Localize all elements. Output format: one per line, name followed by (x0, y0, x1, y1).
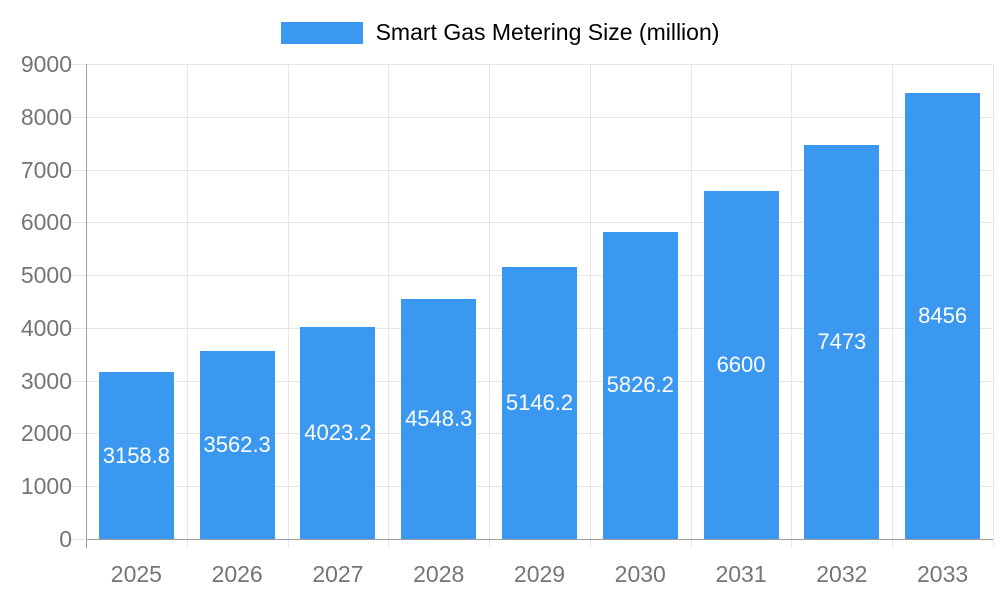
y-axis-tick-label: 7000 (20, 156, 72, 183)
bar-2026[interactable]: 3562.3 (199, 350, 275, 539)
y-axis-tick (68, 222, 86, 224)
bar-value-label: 5826.2 (606, 372, 674, 398)
x-axis-tick (892, 539, 894, 548)
y-axis-tick (68, 486, 86, 488)
x-axis-line (86, 539, 993, 540)
x-axis-tick (489, 539, 491, 548)
gridline-vertical (993, 64, 994, 539)
x-axis-tick (690, 539, 692, 548)
x-axis-tick (388, 539, 390, 548)
bar-2032[interactable]: 7473 (804, 144, 880, 539)
y-axis-tick-label: 2000 (20, 420, 72, 447)
x-axis-tick (287, 539, 289, 548)
bar-value-label: 8456 (918, 302, 968, 328)
x-axis-tick-label: 2029 (513, 561, 566, 587)
bar-2033[interactable]: 8456 (905, 92, 981, 539)
gridline-horizontal (86, 64, 993, 65)
bar-value-label: 4023.2 (304, 419, 372, 445)
x-axis-tick-label: 2028 (413, 561, 465, 587)
x-axis-tick-label: 2032 (816, 561, 868, 587)
x-axis-tick (589, 539, 591, 548)
y-axis-tick (68, 380, 86, 382)
y-axis-tick-label: 8000 (20, 103, 72, 130)
legend-swatch (280, 21, 363, 44)
gridline-vertical (489, 64, 491, 539)
y-axis-tick (68, 433, 86, 435)
bar-value-label: 3158.8 (102, 442, 171, 468)
x-axis-tick-label: 2027 (312, 561, 364, 587)
y-axis-tick (68, 116, 86, 118)
bar-value-label: 5146.2 (505, 390, 574, 416)
gridline-horizontal (86, 116, 993, 118)
bar-value-label: 4548.3 (405, 405, 473, 431)
gridline-vertical (388, 64, 390, 539)
x-axis-tick-label: 2030 (614, 561, 666, 587)
plot-area: 3158.8 3562.3 4023.2 4548.3 5146.2 5826.2 6600… (86, 64, 994, 539)
gridline-horizontal (86, 169, 993, 171)
bar-value-label: 6600 (716, 351, 766, 377)
gridline-vertical (690, 64, 692, 539)
y-axis-tick-label: 3000 (20, 367, 72, 394)
legend: Smart Gas Metering Size (million) (0, 19, 1000, 46)
bar-2029[interactable]: 5146.2 (502, 267, 577, 539)
x-axis-tick-label: 2033 (917, 561, 969, 587)
x-axis-tick-label: 2025 (110, 561, 162, 587)
y-axis-tick-label: 4000 (20, 314, 72, 341)
bar-value-label: 7473 (817, 328, 867, 354)
bar-2025[interactable]: 3158.8 (98, 372, 174, 539)
bar-value-label: 3562.3 (203, 431, 271, 457)
x-axis-tick-label: 2031 (715, 561, 767, 587)
y-axis-tick-label: 0 (59, 526, 72, 552)
y-axis-tick-label: 9000 (20, 51, 72, 77)
gridline-vertical (892, 64, 894, 539)
bar-2028[interactable]: 4548.3 (401, 298, 477, 539)
gridline-vertical (589, 64, 591, 539)
y-axis-tick-label: 1000 (20, 473, 72, 500)
y-axis-tick (68, 64, 86, 65)
x-axis-tick (993, 539, 994, 548)
y-axis-tick-label: 5000 (20, 262, 72, 289)
x-axis-tick (186, 539, 188, 548)
y-axis-line (86, 64, 87, 548)
bar-2030[interactable]: 5826.2 (602, 231, 678, 539)
bar-2031[interactable]: 6600 (703, 190, 779, 539)
y-axis-tick (68, 169, 86, 171)
y-axis-tick (68, 539, 86, 540)
y-axis-tick (68, 275, 86, 277)
gridline-vertical (791, 64, 793, 539)
x-axis-tick-label: 2026 (211, 561, 263, 587)
legend-label: Smart Gas Metering Size (million) (375, 19, 720, 45)
gridline-vertical (186, 64, 188, 539)
x-axis-tick (791, 539, 793, 548)
y-axis-tick-label: 6000 (20, 209, 72, 236)
gridline-vertical (287, 64, 289, 539)
y-axis-tick (68, 327, 86, 329)
bar-2027[interactable]: 4023.2 (300, 326, 376, 539)
gridline-horizontal (86, 222, 993, 224)
